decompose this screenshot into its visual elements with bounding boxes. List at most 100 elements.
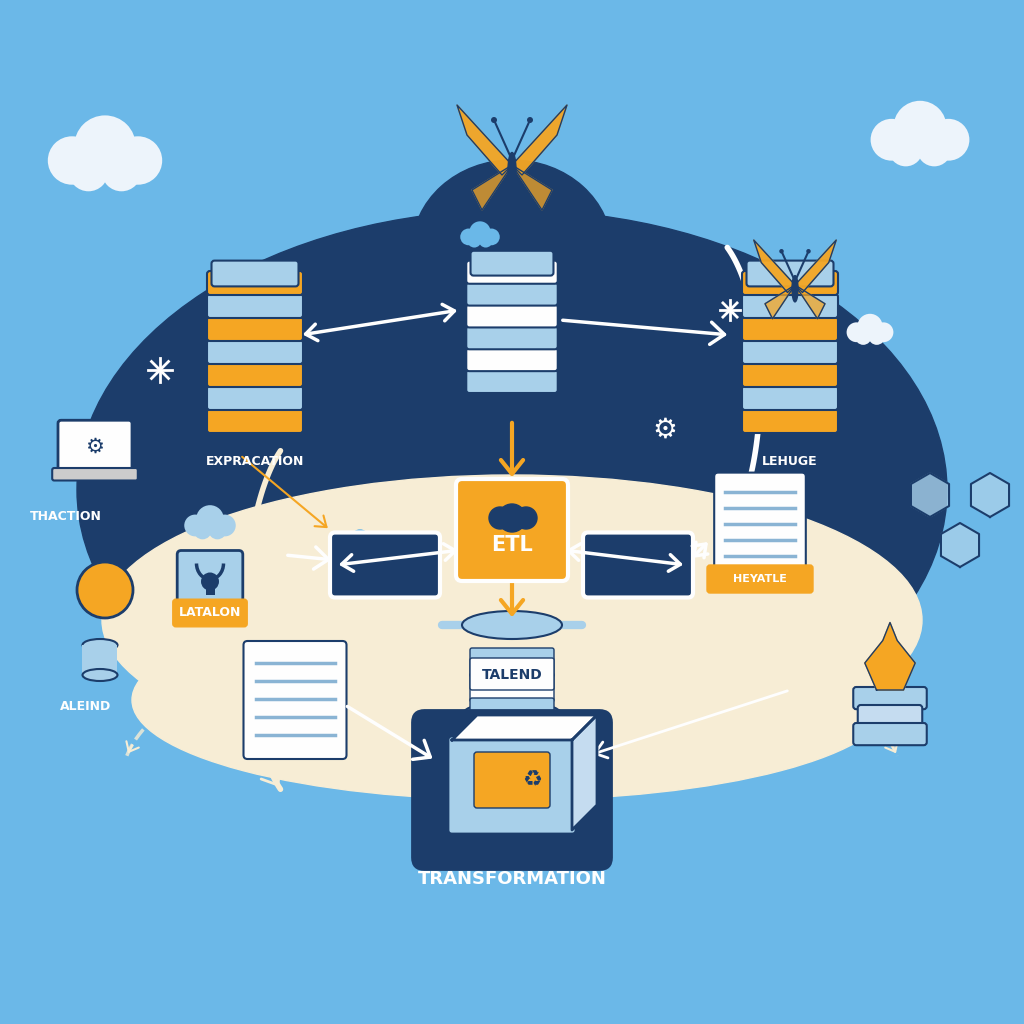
Circle shape	[114, 136, 162, 184]
FancyBboxPatch shape	[583, 532, 693, 597]
Circle shape	[209, 521, 226, 540]
FancyBboxPatch shape	[470, 658, 554, 690]
Circle shape	[489, 507, 511, 529]
Polygon shape	[795, 285, 825, 318]
FancyBboxPatch shape	[742, 362, 838, 387]
Text: ETL: ETL	[492, 535, 532, 555]
Circle shape	[855, 329, 871, 345]
FancyBboxPatch shape	[466, 370, 558, 393]
FancyBboxPatch shape	[742, 340, 838, 364]
FancyBboxPatch shape	[207, 340, 303, 364]
Text: ⚙: ⚙	[85, 436, 104, 457]
FancyBboxPatch shape	[474, 752, 550, 808]
Circle shape	[806, 249, 811, 254]
Circle shape	[873, 323, 893, 342]
Circle shape	[468, 233, 481, 248]
Bar	[82, 645, 117, 675]
FancyBboxPatch shape	[707, 565, 813, 593]
FancyBboxPatch shape	[470, 698, 554, 727]
Ellipse shape	[792, 275, 798, 302]
Ellipse shape	[83, 669, 118, 681]
Circle shape	[197, 505, 224, 532]
Circle shape	[74, 116, 136, 177]
FancyBboxPatch shape	[207, 409, 303, 433]
FancyBboxPatch shape	[466, 348, 558, 371]
Circle shape	[857, 313, 883, 339]
Circle shape	[889, 132, 923, 166]
FancyBboxPatch shape	[244, 641, 346, 759]
Circle shape	[184, 515, 206, 537]
Circle shape	[214, 515, 236, 537]
FancyBboxPatch shape	[853, 687, 927, 710]
FancyBboxPatch shape	[742, 386, 838, 410]
Text: ALEIND: ALEIND	[60, 700, 112, 713]
Circle shape	[918, 132, 951, 166]
Circle shape	[779, 249, 783, 254]
Circle shape	[344, 535, 357, 548]
Circle shape	[101, 152, 141, 191]
Circle shape	[893, 100, 946, 154]
FancyBboxPatch shape	[742, 409, 838, 433]
Polygon shape	[572, 715, 597, 830]
Circle shape	[490, 117, 497, 123]
Circle shape	[527, 117, 534, 123]
FancyBboxPatch shape	[52, 468, 138, 480]
FancyBboxPatch shape	[853, 723, 927, 745]
Ellipse shape	[83, 639, 118, 651]
Polygon shape	[795, 240, 837, 293]
FancyBboxPatch shape	[742, 271, 838, 295]
Ellipse shape	[77, 210, 947, 770]
Polygon shape	[865, 623, 915, 690]
Polygon shape	[457, 105, 512, 175]
FancyBboxPatch shape	[173, 599, 247, 627]
Circle shape	[48, 136, 96, 184]
FancyBboxPatch shape	[207, 362, 303, 387]
FancyBboxPatch shape	[212, 260, 299, 287]
Circle shape	[201, 572, 219, 591]
FancyBboxPatch shape	[330, 532, 440, 597]
Polygon shape	[754, 240, 795, 293]
Ellipse shape	[412, 160, 612, 340]
Circle shape	[194, 521, 212, 540]
Polygon shape	[452, 715, 597, 740]
FancyBboxPatch shape	[449, 736, 575, 834]
Polygon shape	[971, 473, 1009, 517]
Text: LATALON: LATALON	[179, 606, 242, 620]
Circle shape	[498, 504, 526, 532]
FancyBboxPatch shape	[413, 711, 611, 869]
Circle shape	[469, 221, 490, 243]
Ellipse shape	[462, 611, 562, 639]
Circle shape	[460, 228, 477, 246]
FancyBboxPatch shape	[177, 551, 243, 603]
FancyBboxPatch shape	[456, 479, 568, 581]
Polygon shape	[765, 285, 795, 318]
Text: EXPRACATION: EXPRACATION	[206, 455, 304, 468]
Polygon shape	[911, 473, 949, 517]
Ellipse shape	[508, 153, 516, 187]
FancyBboxPatch shape	[207, 271, 303, 295]
FancyBboxPatch shape	[742, 294, 838, 318]
FancyBboxPatch shape	[470, 673, 554, 702]
Text: TALEND: TALEND	[481, 668, 543, 682]
Text: THACTION: THACTION	[30, 510, 101, 523]
FancyBboxPatch shape	[858, 705, 923, 727]
Circle shape	[928, 119, 970, 161]
FancyBboxPatch shape	[58, 420, 132, 473]
Ellipse shape	[102, 475, 922, 765]
FancyBboxPatch shape	[714, 473, 806, 578]
FancyBboxPatch shape	[466, 283, 558, 305]
Circle shape	[350, 539, 360, 550]
Ellipse shape	[132, 600, 892, 800]
Polygon shape	[941, 523, 979, 567]
Bar	[206, 582, 214, 595]
FancyBboxPatch shape	[746, 260, 834, 287]
Circle shape	[77, 562, 133, 618]
Circle shape	[479, 233, 493, 248]
Circle shape	[69, 152, 109, 191]
Circle shape	[362, 535, 376, 548]
Polygon shape	[472, 165, 512, 210]
FancyBboxPatch shape	[207, 294, 303, 318]
FancyBboxPatch shape	[470, 648, 554, 677]
FancyBboxPatch shape	[207, 317, 303, 341]
Text: ⚙: ⚙	[652, 416, 678, 444]
